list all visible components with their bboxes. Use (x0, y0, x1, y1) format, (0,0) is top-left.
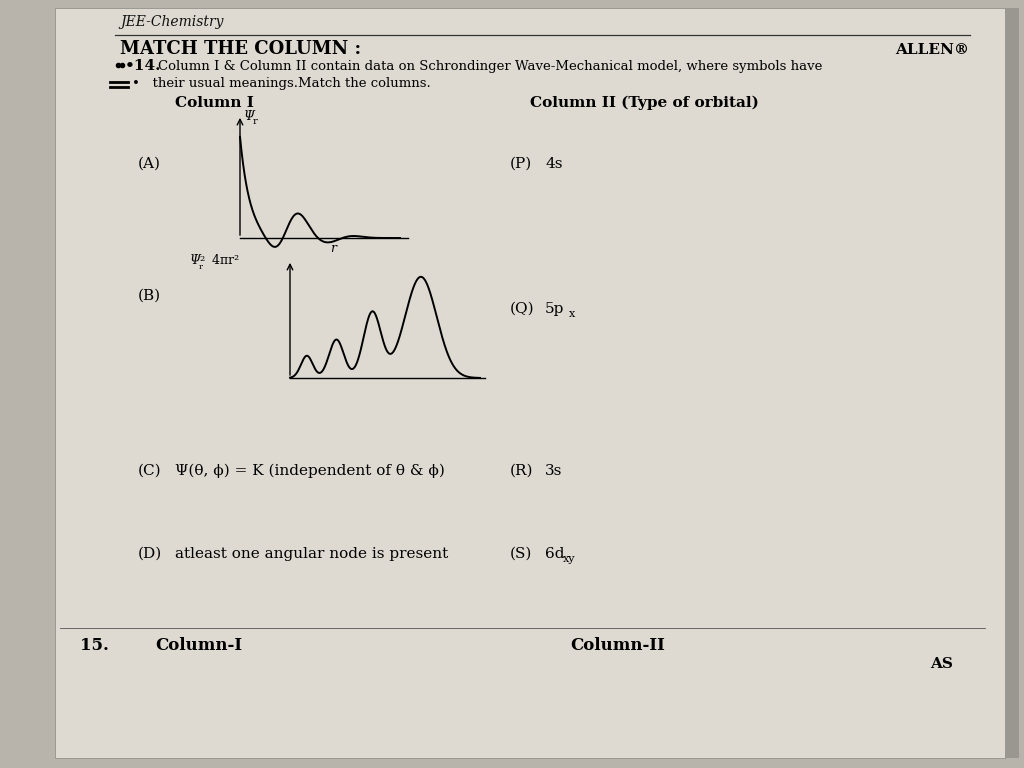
Text: (R): (R) (510, 464, 534, 478)
Text: r: r (199, 263, 203, 271)
Text: Ψ(θ, ϕ) = K (independent of θ & ϕ): Ψ(θ, ϕ) = K (independent of θ & ϕ) (175, 464, 444, 478)
Text: Ψ: Ψ (190, 254, 201, 267)
Text: xy: xy (563, 554, 575, 564)
Text: 5p: 5p (545, 302, 564, 316)
Text: Column-I: Column-I (155, 637, 242, 654)
Text: (A): (A) (138, 157, 161, 171)
Text: AS: AS (930, 657, 953, 671)
Text: 4πr²: 4πr² (208, 254, 240, 267)
Text: JEE-Chemistry: JEE-Chemistry (120, 15, 223, 29)
Text: (D): (D) (138, 547, 162, 561)
Text: MATCH THE COLUMN :: MATCH THE COLUMN : (120, 40, 361, 58)
Text: r: r (330, 242, 336, 255)
Text: ALLEN®: ALLEN® (895, 43, 969, 57)
Text: (Q): (Q) (510, 302, 535, 316)
Text: (B): (B) (138, 289, 161, 303)
Text: 4s: 4s (545, 157, 562, 171)
Text: Column II (Type of orbital): Column II (Type of orbital) (530, 95, 759, 110)
Text: (P): (P) (510, 157, 532, 171)
Text: 15.: 15. (80, 637, 109, 654)
Text: atleast one angular node is present: atleast one angular node is present (175, 547, 449, 561)
Text: Column I & Column II contain data on Schrondinger Wave-Mechanical model, where s: Column I & Column II contain data on Sch… (158, 60, 822, 73)
Text: Column I: Column I (175, 96, 254, 110)
Text: Column-II: Column-II (570, 637, 665, 654)
Text: x: x (569, 309, 575, 319)
Text: (C): (C) (138, 464, 162, 478)
Text: •14.: •14. (125, 59, 162, 73)
Text: 3s: 3s (545, 464, 562, 478)
Text: 6d: 6d (545, 547, 564, 561)
Bar (1005, 8, 1019, 758)
Text: (S): (S) (510, 547, 532, 561)
Text: r: r (253, 117, 258, 126)
Text: Ψ: Ψ (244, 110, 255, 123)
Text: 2: 2 (199, 255, 204, 263)
Text: •   their usual meanings.Match the columns.: • their usual meanings.Match the columns… (132, 77, 431, 90)
